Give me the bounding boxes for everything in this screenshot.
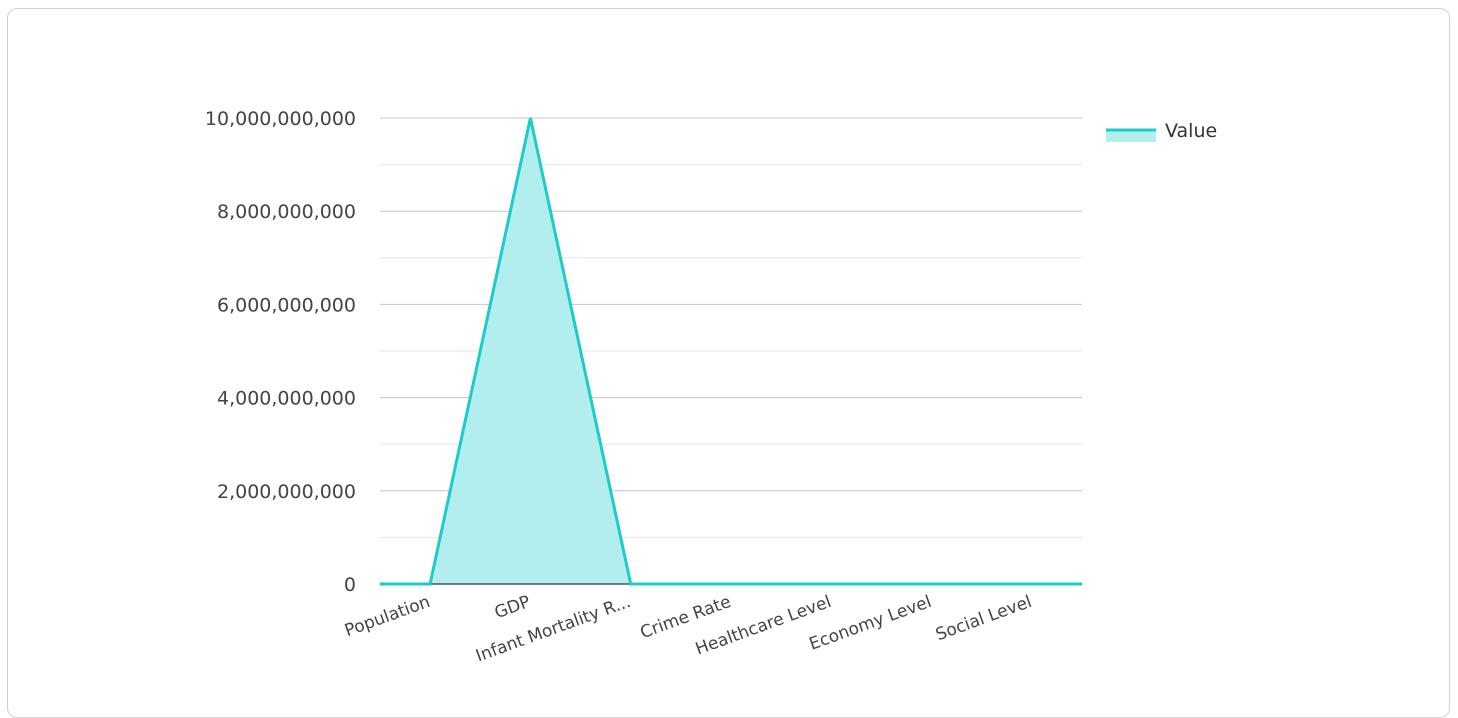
x-tick-label: GDP: [492, 592, 533, 623]
y-axis-ticks: 0 2,000,000,000 4,000,000,000 6,000,000,000…: [205, 108, 356, 596]
legend-swatch-fill: [1106, 131, 1156, 142]
y-tick-label: 8,000,000,000: [217, 201, 356, 223]
y-tick-label: 10,000,000,000: [205, 108, 356, 130]
x-tick-label: Social Level: [933, 592, 1034, 645]
x-tick-label: Population: [342, 592, 433, 641]
y-tick-label: 6,000,000,000: [217, 294, 356, 316]
y-tick-label: 0: [344, 574, 356, 596]
legend-label[interactable]: Value: [1165, 120, 1217, 142]
y-tick-label: 4,000,000,000: [217, 388, 356, 410]
y-tick-label: 2,000,000,000: [217, 481, 356, 503]
legend[interactable]: Value: [1106, 120, 1217, 142]
